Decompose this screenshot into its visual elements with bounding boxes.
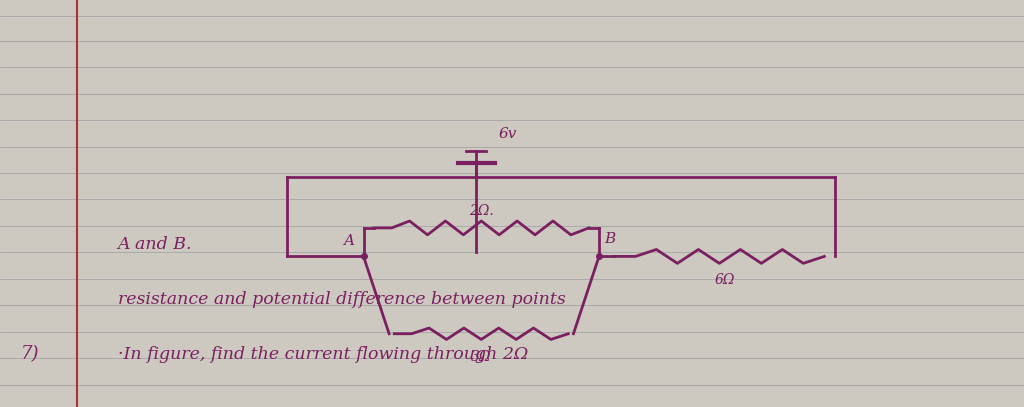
Text: 7): 7) <box>20 345 39 363</box>
Text: 2Ω.: 2Ω. <box>469 204 494 218</box>
Text: 6Ω: 6Ω <box>715 273 734 287</box>
Text: 3Ω: 3Ω <box>471 350 492 364</box>
Text: B: B <box>604 232 615 246</box>
Text: A and B.: A and B. <box>118 236 193 253</box>
Text: 6v: 6v <box>499 127 517 141</box>
Text: A: A <box>343 234 353 248</box>
Text: resistance and potential difference between points: resistance and potential difference betw… <box>118 291 565 308</box>
Text: ·In figure, find the current flowing through 2Ω: ·In figure, find the current flowing thr… <box>118 346 528 363</box>
